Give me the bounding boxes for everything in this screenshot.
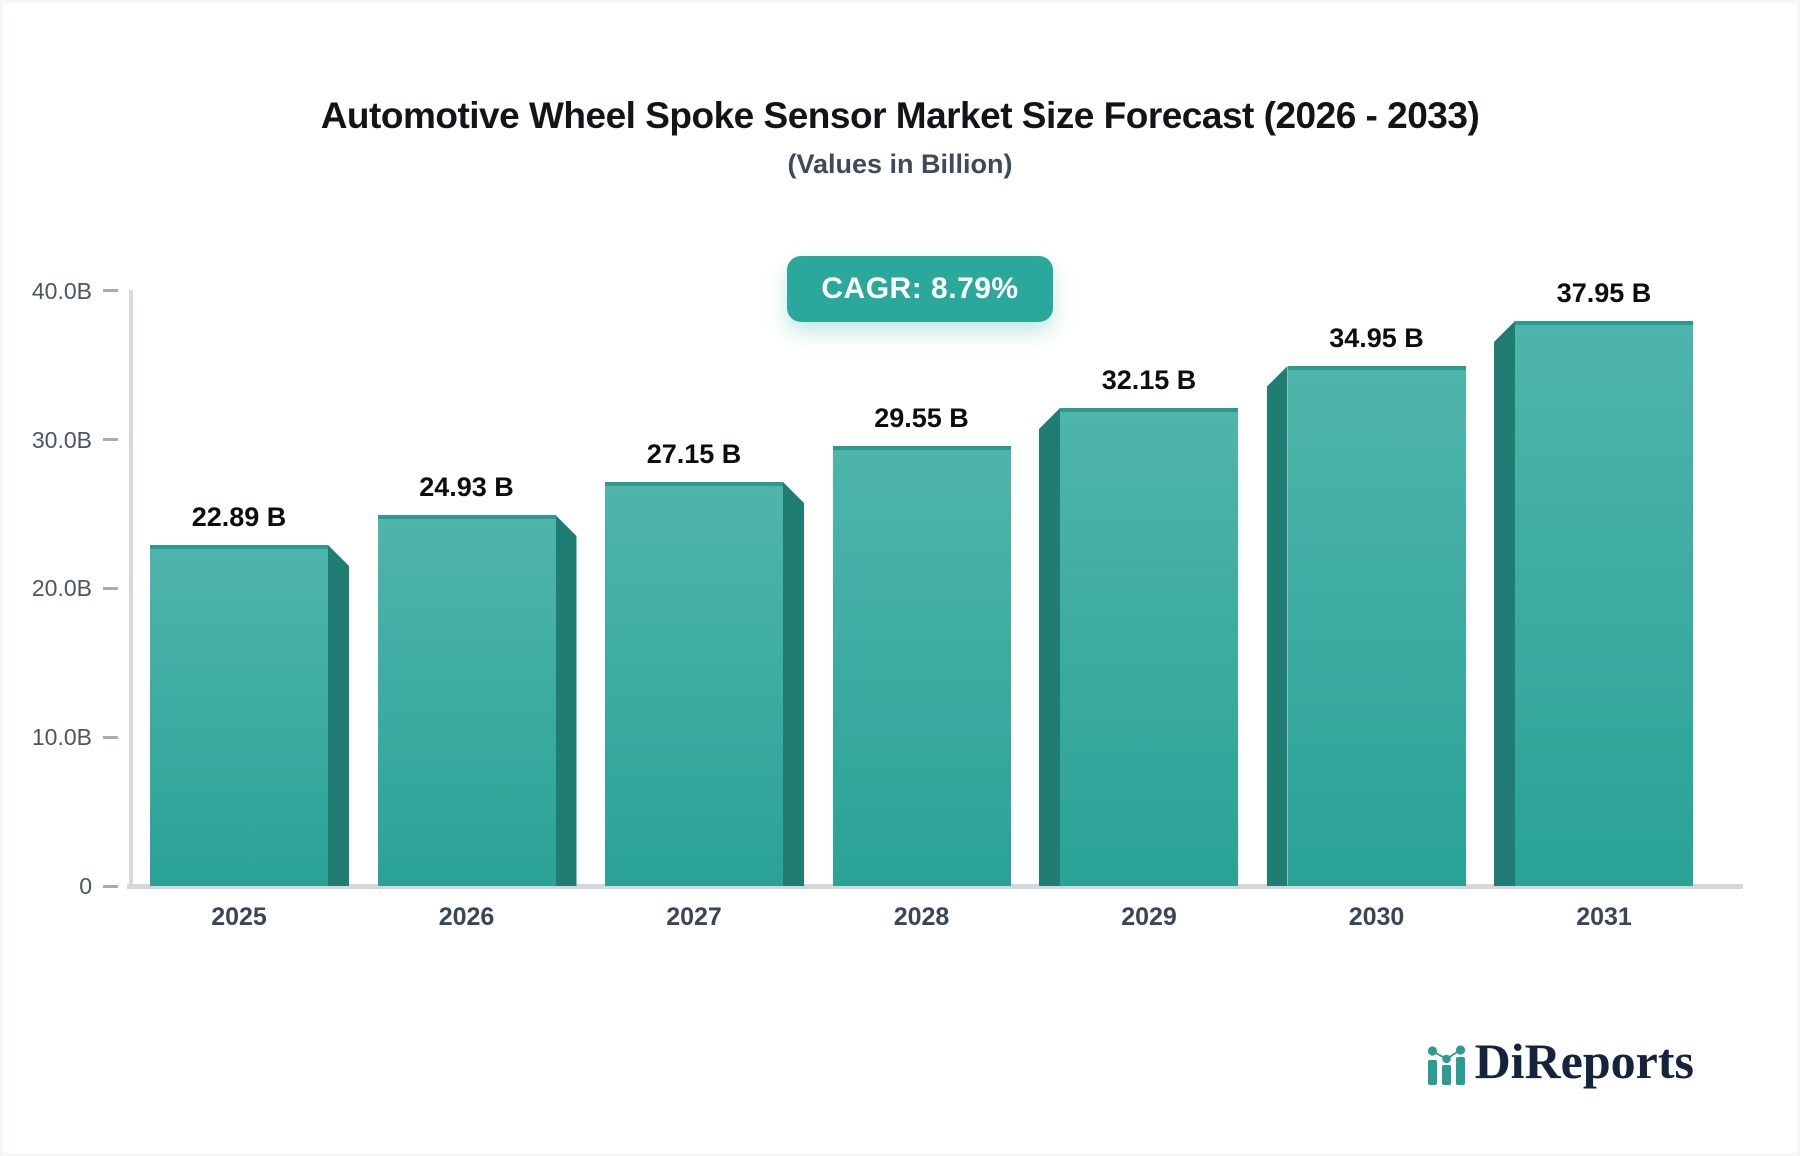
x-axis-category-label: 2025 [211,903,267,931]
bar-2028[interactable] [832,446,1011,886]
bar-side-face [328,545,349,886]
bar-value-label: 29.55 B [874,403,969,433]
bar-side-face [555,515,577,886]
bar-side-face [1039,408,1060,886]
bar-2030[interactable] [1287,366,1466,886]
y-axis-tick-label: 40.0B [31,278,92,304]
y-axis-tick [103,736,118,739]
x-axis-category-label: 2031 [1576,903,1632,931]
y-axis-tick [103,438,118,441]
x-axis-category-label: 2027 [666,903,722,931]
y-axis-tick [103,885,118,888]
chart-subtitle: (Values in Billion) [787,149,1013,179]
bar-value-label: 37.95 B [1556,278,1652,308]
bar-value-label: 27.15 B [646,439,742,469]
bar-side-face [1494,321,1515,886]
bar-side-face [783,482,804,886]
x-axis-category-label: 2028 [893,903,950,931]
brand-name: DiReports [1474,1033,1694,1089]
y-axis-line [129,290,133,886]
bar-value-label: 24.93 B [419,472,514,502]
x-axis-baseline [127,884,1743,889]
chart-header: Automotive Wheel Spoke Sensor Market Siz… [0,94,1800,180]
bar-2029[interactable] [1060,408,1238,886]
bar-value-label: 32.15 B [1101,365,1197,395]
x-axis-category-label: 2030 [1348,903,1405,931]
brand-logo: DiReports [1427,1036,1694,1086]
x-axis-category-label: 2029 [1121,903,1177,931]
cagr-badge: CAGR: 8.79% [787,256,1053,322]
y-axis-tick [103,587,118,590]
brand-chart-icon [1427,1045,1465,1085]
bar-value-label: 22.89 B [191,502,287,532]
y-axis-tick-label: 20.0B [31,575,92,601]
bar-2026[interactable] [377,515,556,886]
bar-2025[interactable] [150,545,328,886]
bar-side-face [1266,366,1288,886]
y-axis-tick-label: 30.0B [31,427,92,453]
y-axis-tick [103,289,118,292]
y-axis-tick-label: 10.0B [31,724,92,750]
bar-2027[interactable] [605,482,783,886]
bar-value-label: 34.95 B [1329,323,1424,353]
chart-title: Automotive Wheel Spoke Sensor Market Siz… [320,95,1480,136]
bar-2031[interactable] [1515,321,1693,886]
x-axis-category-label: 2026 [438,903,495,931]
cagr-badge-label: CAGR: 8.79% [821,272,1019,305]
y-axis-tick-label: 0 [79,873,92,899]
